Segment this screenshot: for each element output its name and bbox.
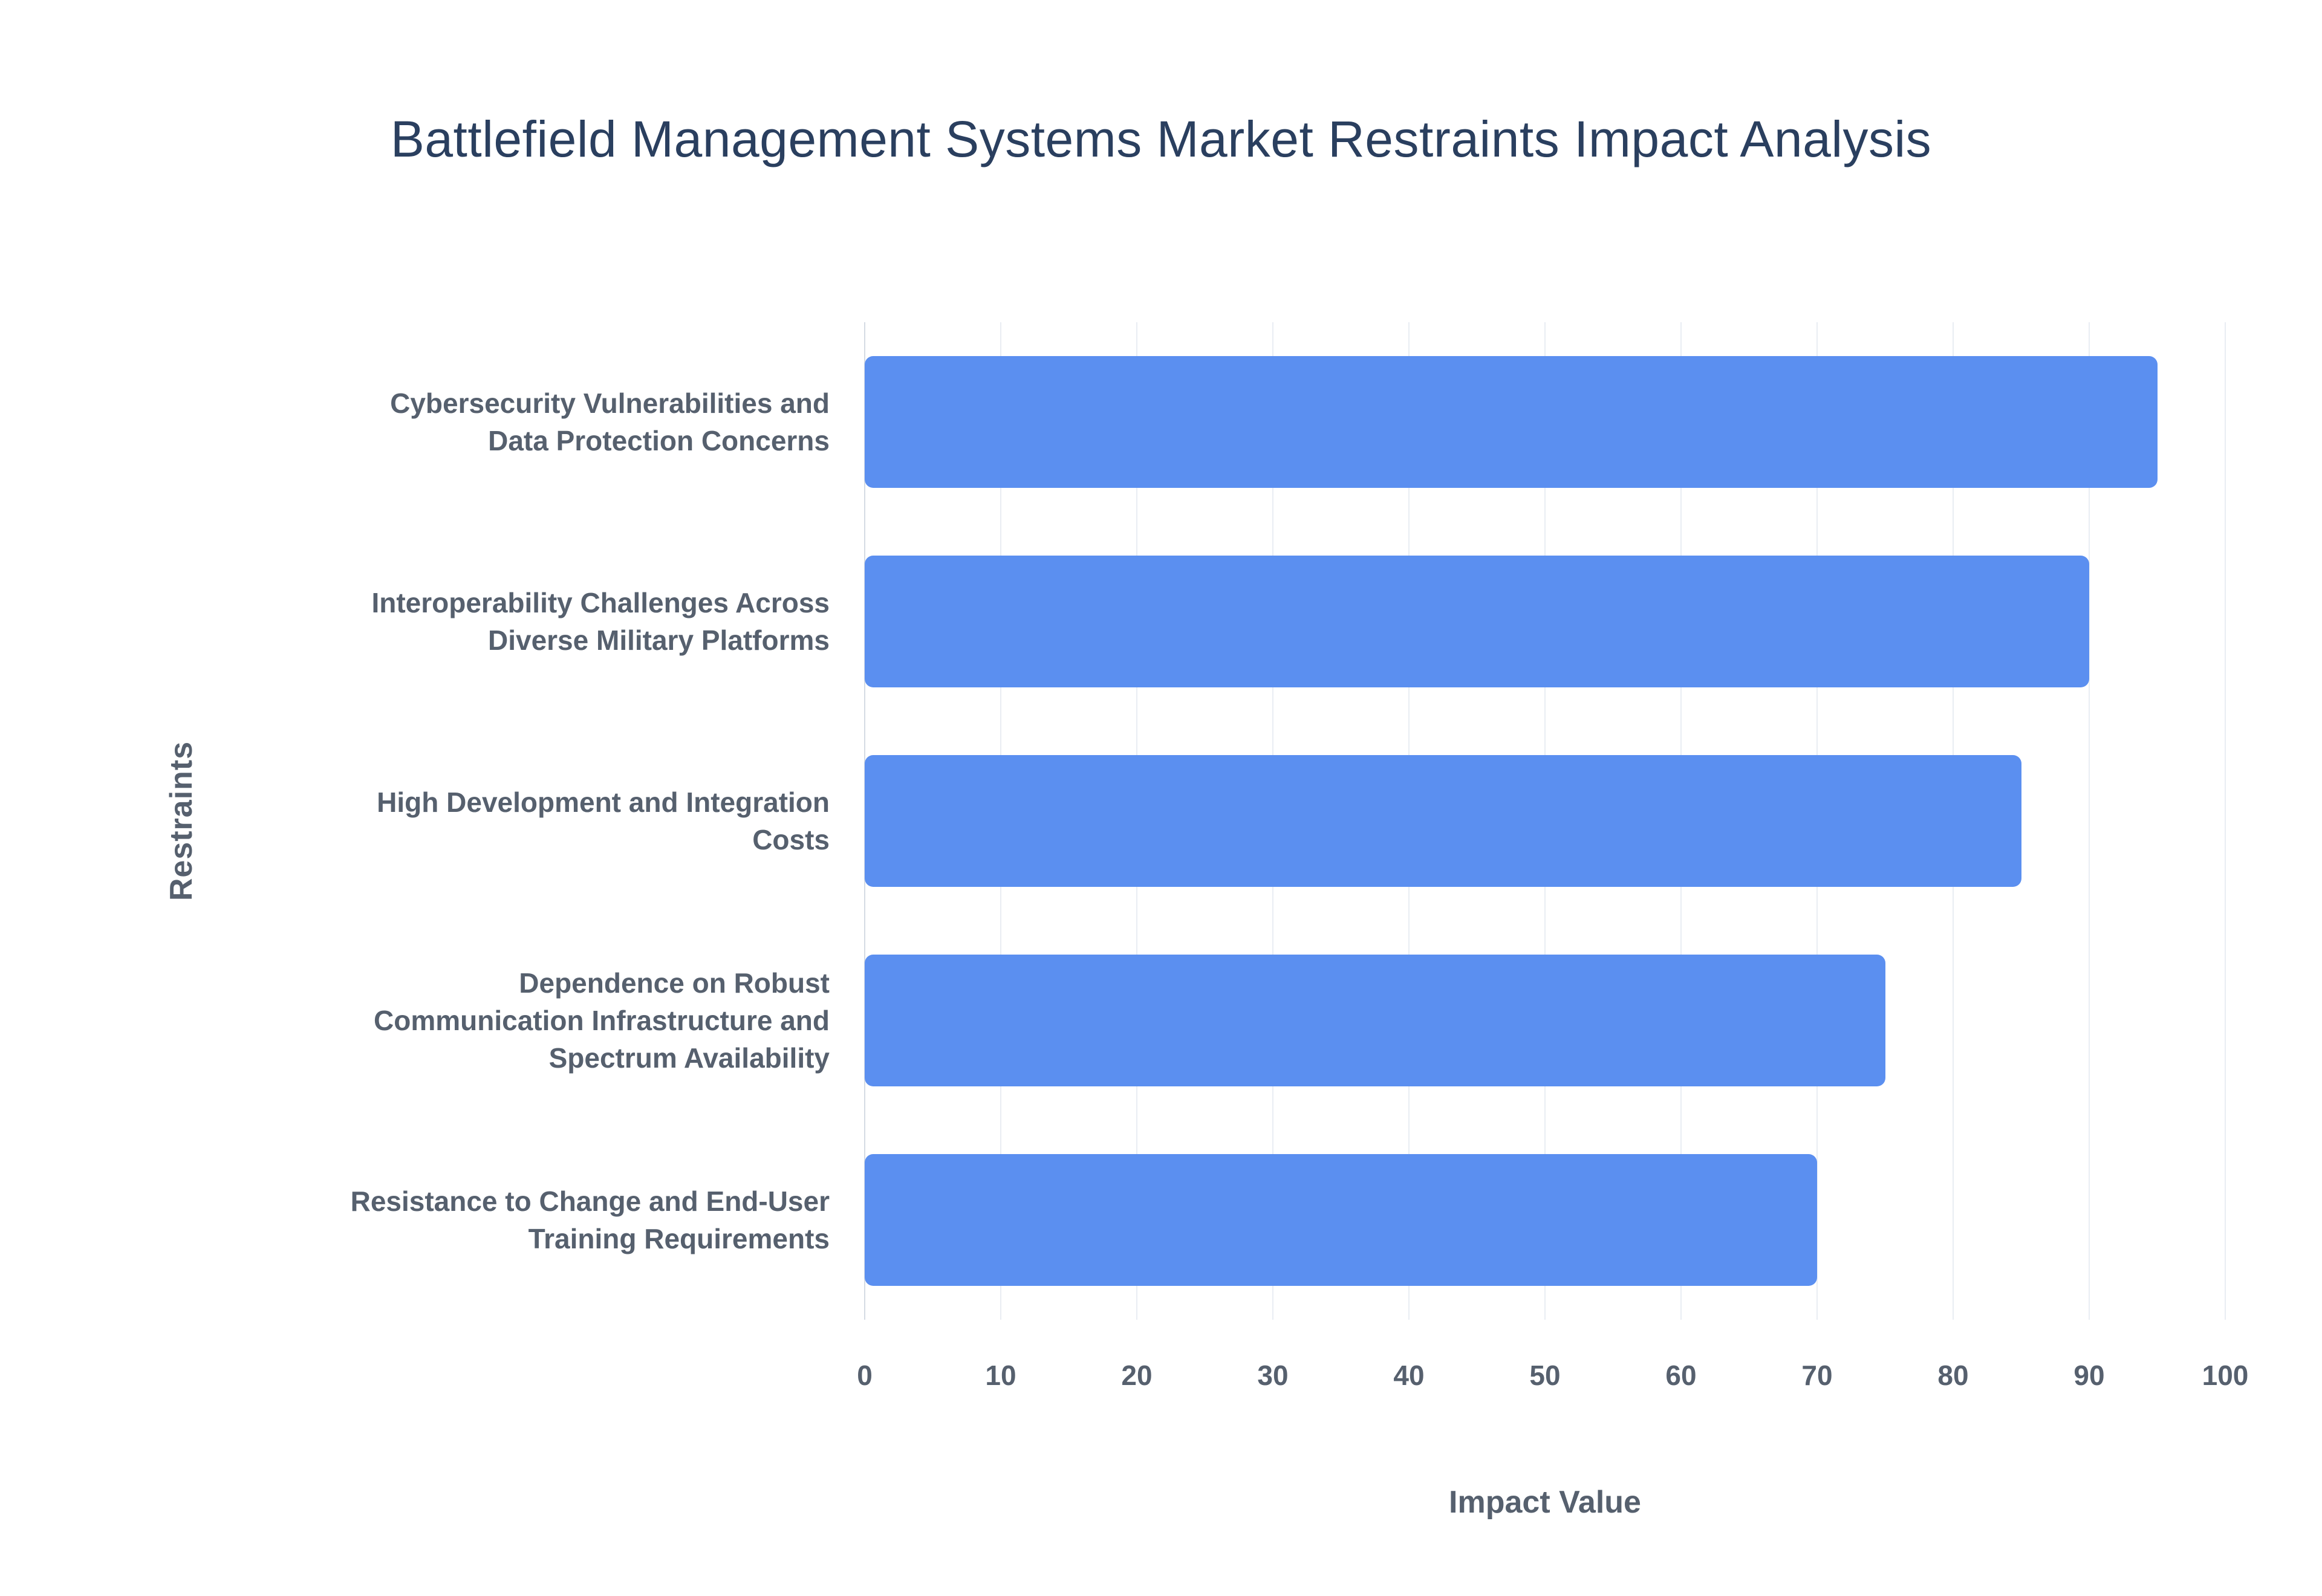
bar-3: [865, 955, 1885, 1086]
x-tick-label: 70: [1801, 1360, 1833, 1391]
bar-4: [865, 1154, 1817, 1286]
category-label-4: Resistance to Change and End-User Traini…: [350, 1185, 830, 1254]
category-label-0: Cybersecurity Vulnerabilities and Data P…: [390, 387, 830, 456]
x-tick-label: 30: [1257, 1360, 1289, 1391]
category-label-2: High Development and Integration Costs: [377, 786, 830, 855]
x-tick-label: 100: [2202, 1360, 2249, 1391]
chart-title: Battlefield Management Systems Market Re…: [390, 111, 1932, 167]
x-tick-label: 90: [2073, 1360, 2105, 1391]
x-tick-label: 80: [1937, 1360, 1969, 1391]
gridline: [2089, 322, 2090, 1320]
bar-1: [865, 556, 2089, 687]
x-tick-labels: 0 10 20 30 40 50 60 70 80 90 100: [857, 1359, 2248, 1401]
x-tick-label: 60: [1665, 1360, 1697, 1391]
x-tick-label: 0: [857, 1360, 873, 1391]
x-tick-label: 20: [1121, 1360, 1153, 1391]
bar-0: [865, 356, 2158, 488]
plot-area: [864, 322, 2226, 1320]
y-axis-title: Restraints: [164, 741, 199, 901]
x-axis-title: Impact Value: [1449, 1485, 1641, 1520]
gridline: [2225, 322, 2226, 1320]
x-tick-label: 50: [1529, 1360, 1561, 1391]
bar-2: [865, 755, 2021, 887]
category-label-3: Dependence on Robust Communication Infra…: [374, 967, 830, 1074]
x-tick-label: 40: [1393, 1360, 1425, 1391]
category-label-1: Interoperability Challenges Across Diver…: [371, 586, 830, 656]
x-tick-label: 10: [985, 1360, 1016, 1391]
category-labels: Cybersecurity Vulnerabilities and Data P…: [334, 322, 830, 1320]
